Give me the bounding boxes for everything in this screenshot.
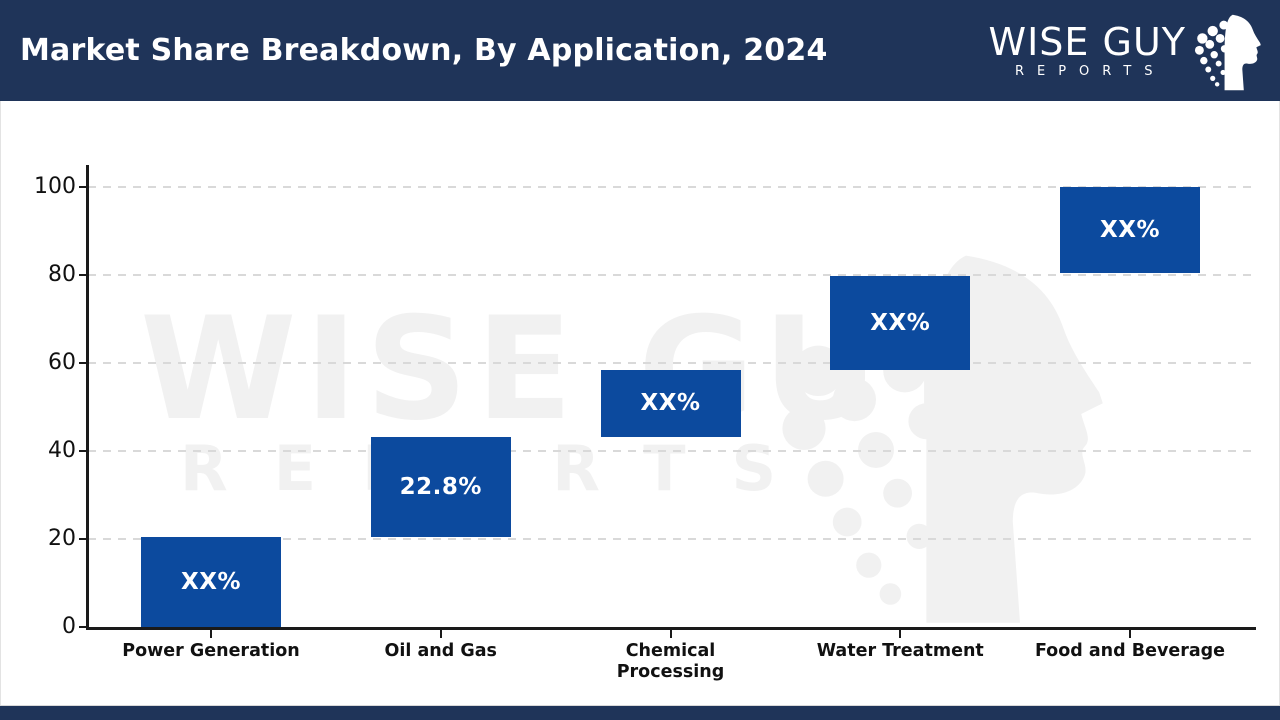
x-tick-label-food-and-beverage: Food and Beverage <box>1034 641 1226 661</box>
logo-primary-text: WISE GUY <box>988 20 1186 64</box>
bar-value-label: XX% <box>180 569 241 596</box>
gridline-100 <box>88 186 1256 188</box>
gridline-60 <box>88 362 1256 364</box>
x-tick-label-water-treatment: Water Treatment <box>816 641 984 661</box>
y-tick-mark <box>79 274 87 276</box>
y-tick-mark <box>79 450 87 452</box>
header-bar: Market Share Breakdown, By Application, … <box>0 0 1280 101</box>
x-tick-mark <box>210 630 212 638</box>
wiseguy-logo: WISE GUY REPORTS <box>989 8 1266 94</box>
x-tick-label-chemical-processing: Chemical Processing <box>616 641 725 682</box>
y-tick-label: 60 <box>48 350 76 375</box>
bar-oil-and-gas: 22.8% <box>370 436 511 538</box>
bar-value-label: XX% <box>640 390 701 417</box>
y-tick-mark <box>79 186 87 188</box>
x-tick-mark <box>669 630 672 638</box>
y-tick-label: 100 <box>34 174 76 199</box>
page-title: Market Share Breakdown, By Application, … <box>20 33 828 68</box>
wiseguy-logo-text: WISE GUY REPORTS <box>989 23 1186 78</box>
y-tick-mark <box>79 626 87 628</box>
y-tick-label: 0 <box>62 614 76 639</box>
bar-value-label: XX% <box>870 309 931 336</box>
y-tick-mark <box>79 362 87 364</box>
bar-water-treatment: XX% <box>830 275 971 371</box>
gridline-80 <box>88 274 1256 276</box>
y-tick-label: 80 <box>48 262 76 287</box>
x-axis-line <box>86 627 1256 630</box>
x-tick-label-power-generation: Power Generation <box>122 641 300 661</box>
y-tick-label: 20 <box>48 526 76 551</box>
wiseguy-head-logo-icon <box>1192 8 1266 94</box>
bar-food-and-beverage: XX% <box>1060 187 1200 274</box>
gridline-20 <box>88 538 1256 540</box>
bar-power-generation: XX% <box>141 537 281 627</box>
x-tick-mark <box>899 630 902 638</box>
y-tick-mark <box>79 538 87 540</box>
bar-chemical-processing: XX% <box>600 370 741 437</box>
bar-value-label: 22.8% <box>399 474 482 501</box>
bar-value-label: XX% <box>1099 217 1160 244</box>
gridline-40 <box>88 450 1256 452</box>
x-tick-mark <box>1129 630 1131 638</box>
x-tick-mark <box>439 630 442 638</box>
x-tick-label-oil-and-gas: Oil and Gas <box>384 641 497 661</box>
logo-secondary-text: REPORTS <box>1014 64 1166 79</box>
footer-bar <box>0 705 1280 720</box>
y-axis-line <box>86 165 89 630</box>
y-tick-label: 40 <box>48 438 76 463</box>
